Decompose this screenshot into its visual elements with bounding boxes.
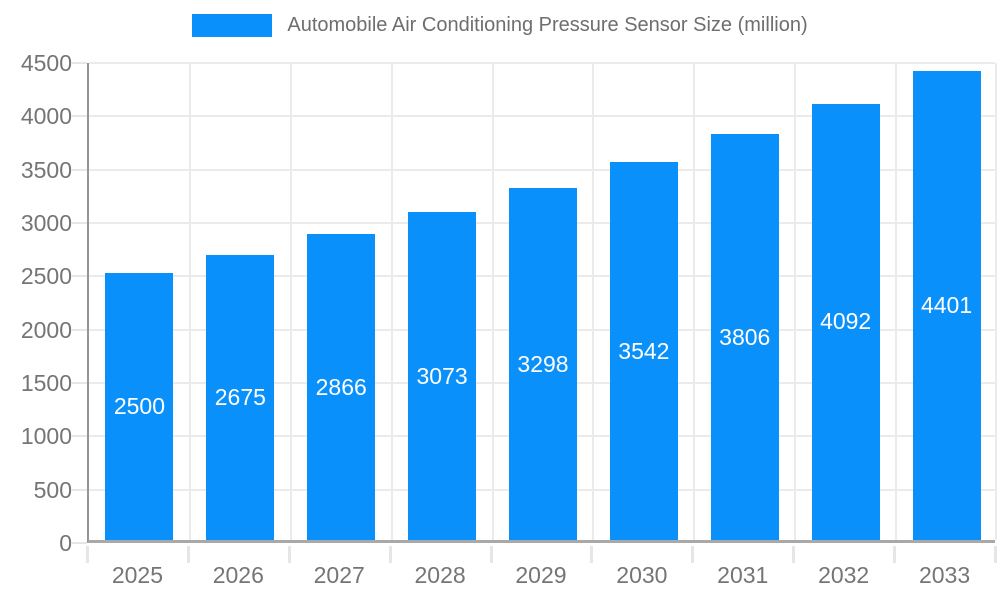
y-axis-tick bbox=[72, 115, 87, 118]
bar-value-label: 2675 bbox=[214, 383, 266, 410]
y-axis-label: 4500 bbox=[20, 50, 72, 76]
bar[interactable]: 2500 bbox=[105, 273, 174, 540]
x-axis-label: 2029 bbox=[515, 562, 567, 588]
x-axis-label: 2031 bbox=[717, 562, 769, 588]
bar-value-label: 3806 bbox=[719, 323, 771, 350]
bar[interactable]: 4092 bbox=[811, 103, 880, 540]
y-axis-label: 0 bbox=[59, 530, 72, 556]
bar[interactable]: 3073 bbox=[408, 212, 477, 540]
x-axis-label: 2027 bbox=[313, 562, 365, 588]
y-axis-tick bbox=[72, 382, 87, 384]
y-axis-label: 3000 bbox=[20, 210, 72, 236]
bar-value-label: 4401 bbox=[920, 291, 973, 318]
x-axis-tick bbox=[186, 546, 190, 563]
y-axis-tick bbox=[72, 542, 87, 544]
gridline-vertical bbox=[895, 63, 898, 540]
y-axis-tick bbox=[72, 275, 87, 278]
gridline-vertical bbox=[794, 63, 797, 540]
bar-value-label: 3073 bbox=[416, 362, 468, 389]
y-axis-label: 500 bbox=[33, 476, 72, 503]
x-axis-label: 2033 bbox=[918, 562, 971, 588]
bar[interactable]: 3806 bbox=[710, 134, 779, 540]
bar-value-label: 2500 bbox=[113, 393, 166, 420]
gridline-horizontal bbox=[89, 62, 995, 64]
gridline-vertical bbox=[491, 63, 494, 540]
x-axis-tick bbox=[388, 546, 392, 563]
bar[interactable]: 2866 bbox=[307, 234, 376, 540]
y-axis-label: 1000 bbox=[20, 423, 72, 450]
legend-label: Automobile Air Conditioning Pressure Sen… bbox=[287, 14, 808, 36]
bar-value-label: 4092 bbox=[820, 308, 872, 335]
y-axis-tick bbox=[72, 435, 87, 438]
bar[interactable]: 3542 bbox=[609, 162, 678, 540]
x-axis-tick bbox=[893, 546, 897, 563]
x-axis-tick bbox=[287, 546, 291, 563]
gridline-vertical bbox=[693, 63, 696, 540]
x-axis-tick bbox=[86, 546, 89, 563]
x-axis-label: 2028 bbox=[414, 562, 466, 588]
bar-value-label: 3542 bbox=[618, 337, 670, 364]
x-axis-label: 2030 bbox=[616, 562, 668, 588]
y-axis-label: 2500 bbox=[20, 263, 72, 290]
x-axis-label: 2026 bbox=[212, 562, 264, 588]
y-axis-label: 1500 bbox=[20, 370, 72, 396]
y-axis-tick bbox=[72, 222, 87, 224]
x-axis-tick bbox=[691, 546, 695, 563]
gridline-vertical bbox=[592, 63, 595, 540]
y-axis-tick bbox=[72, 328, 87, 331]
x-axis-tick bbox=[489, 546, 493, 563]
bar[interactable]: 4401 bbox=[912, 70, 981, 540]
legend-item[interactable]: Automobile Air Conditioning Pressure Sen… bbox=[0, 14, 1000, 37]
y-axis-label: 4000 bbox=[20, 103, 72, 130]
bar-value-label: 2866 bbox=[315, 373, 367, 400]
x-axis-tick bbox=[590, 546, 594, 563]
gridline-vertical bbox=[188, 63, 191, 540]
gridline-vertical bbox=[390, 63, 393, 540]
x-axis-label: 2025 bbox=[111, 562, 164, 588]
gridline-horizontal bbox=[89, 168, 995, 171]
y-axis-tick bbox=[72, 62, 87, 64]
y-axis-label: 2000 bbox=[20, 316, 72, 343]
legend-swatch bbox=[192, 14, 273, 37]
gridline-horizontal bbox=[89, 115, 995, 118]
bar[interactable]: 2675 bbox=[206, 254, 275, 540]
y-axis-label: 3500 bbox=[20, 156, 72, 183]
bar[interactable]: 3298 bbox=[509, 188, 577, 540]
bar-value-label: 3298 bbox=[517, 350, 569, 377]
x-axis-label: 2032 bbox=[818, 562, 870, 588]
x-axis-tick bbox=[792, 546, 796, 563]
y-axis-tick bbox=[72, 488, 87, 491]
plot-area: 2500 2675 2866 3073 3298 3542 3806 4092 4401 bbox=[87, 62, 997, 543]
gridline-vertical bbox=[995, 63, 997, 540]
x-axis-tick bbox=[994, 546, 997, 563]
gridline-vertical bbox=[289, 63, 292, 540]
y-axis-tick bbox=[72, 168, 87, 171]
